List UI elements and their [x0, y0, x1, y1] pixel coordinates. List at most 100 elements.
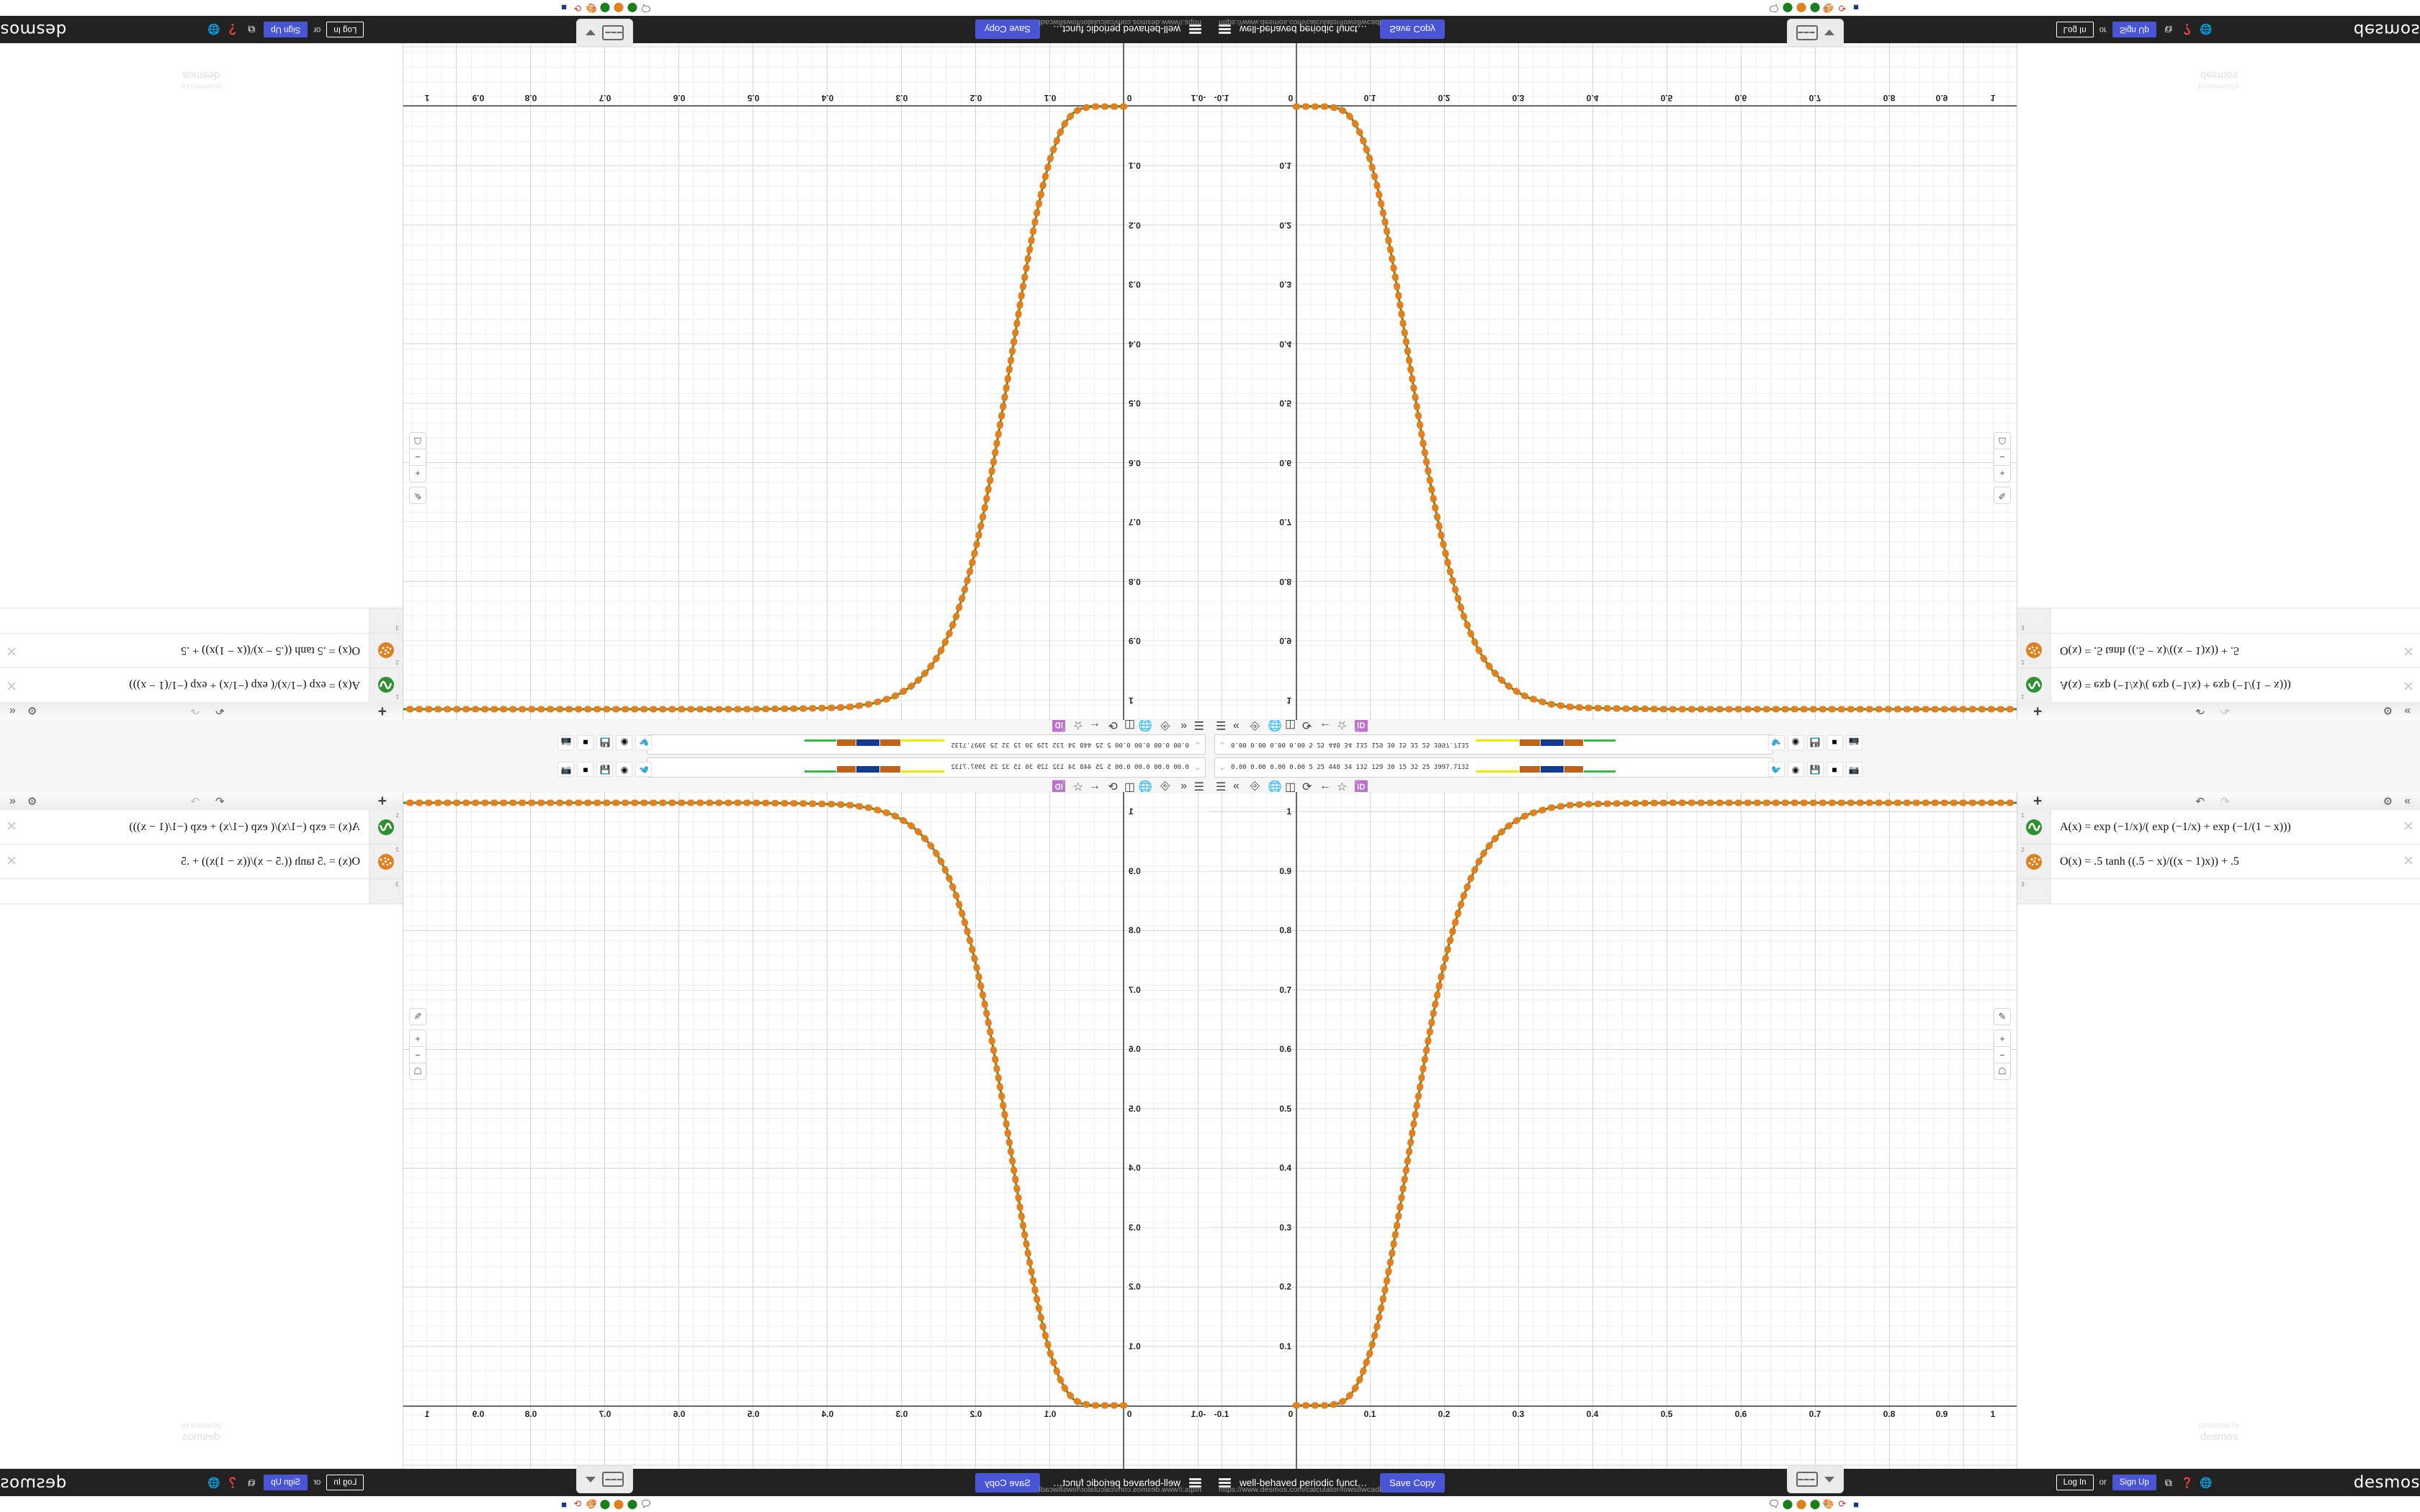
expression-row[interactable]: 2 O(x) = .5 tanh ((.5 − x)/((x − 1)x)) +…	[2017, 633, 2420, 667]
globe-icon[interactable]: ⬤	[1782, 1498, 1793, 1509]
edit-list-icon[interactable]: ✎	[409, 1008, 426, 1025]
redo-icon[interactable]: ↷	[2220, 704, 2230, 717]
lamp-icon[interactable]: ⬤	[1796, 1498, 1807, 1509]
expression-latex[interactable]: A(x) = exp (−1/x)/( exp (−1/x) + exp (−1…	[129, 679, 360, 692]
battery-icon[interactable]: ◫	[1124, 780, 1135, 793]
expression-index-cell[interactable]: 1	[2017, 810, 2051, 844]
globe-icon[interactable]: ⬤	[1809, 3, 1821, 14]
reload-icon[interactable]: ⟳	[1838, 1498, 1847, 1509]
battery-icon[interactable]: ◫	[1285, 719, 1296, 732]
bookmark-icon[interactable]: ⎆	[1250, 779, 1260, 792]
expression-index-cell[interactable]: 3	[2017, 879, 2051, 904]
redo-icon[interactable]: ↷	[2220, 795, 2230, 808]
color-icon[interactable]: 🎨	[1822, 1498, 1835, 1509]
back-arrow-icon[interactable]: ←	[1089, 779, 1101, 792]
reload-icon[interactable]: ⟳	[1108, 719, 1118, 732]
translate-icon[interactable]: 🆔	[1052, 719, 1066, 732]
speech-bubble-icon[interactable]: 🗨	[640, 3, 653, 14]
language-icon[interactable]: 🌐	[2200, 1476, 2213, 1488]
home-button[interactable]: ☖	[409, 432, 426, 449]
app-icon[interactable]: ■	[561, 2, 567, 14]
terminal-icon[interactable]: ■	[577, 762, 594, 777]
terminal-icon[interactable]: ■	[1826, 762, 1843, 777]
expression-index-cell[interactable]: 3	[2017, 608, 2051, 633]
terminal-icon[interactable]: ■	[1826, 735, 1843, 750]
screencast-icon[interactable]: 📷	[1845, 762, 1863, 777]
expression-index-cell[interactable]: 2	[2017, 845, 2051, 878]
expression-index-cell[interactable]: 1	[2017, 668, 2051, 702]
reload-icon[interactable]: ⟳	[1302, 719, 1312, 732]
chrome-icon[interactable]: ◉	[1787, 762, 1804, 777]
expression-index-cell[interactable]: 1	[369, 810, 403, 844]
translate-icon[interactable]: 🆔	[1354, 719, 1368, 732]
graph-canvas[interactable]: -0.1 0 0.1 0.2 0.3 0.4 0.5 0.6 0.7 0.8 0…	[403, 792, 1210, 1469]
expression-index-cell[interactable]: 3	[369, 608, 403, 633]
expression-index-cell[interactable]: 2	[2017, 634, 2051, 667]
globe-icon[interactable]: 🌐	[1268, 780, 1282, 793]
wave-icon[interactable]	[378, 819, 394, 835]
delete-expression-button[interactable]: ✕	[6, 643, 17, 658]
expression-input[interactable]	[0, 608, 369, 633]
collapse-left-icon[interactable]: «	[1180, 720, 1187, 733]
delete-expression-button[interactable]: ✕	[2403, 643, 2414, 658]
delete-expression-button[interactable]: ✕	[6, 819, 17, 834]
expression-input[interactable]	[2051, 879, 2420, 904]
undo-icon[interactable]: ↶	[2195, 704, 2205, 717]
globe-icon[interactable]: ⬤	[599, 3, 611, 14]
reload-icon[interactable]: ⟳	[1108, 780, 1118, 793]
speech-bubble-icon[interactable]: 🗨	[1767, 1498, 1780, 1509]
lamp-icon[interactable]: ⬤	[1796, 3, 1807, 14]
globe-icon[interactable]: 🌐	[1138, 780, 1152, 793]
expression-row[interactable]: 1 A(x) = exp (−1/x)/( exp (−1/x) + exp (…	[0, 810, 403, 845]
add-expression-button[interactable]: +	[2033, 793, 2043, 809]
help-icon[interactable]: ❓	[2181, 1476, 2194, 1488]
collapse-panel-icon[interactable]: «	[2404, 794, 2411, 807]
app-icon[interactable]: ■	[1853, 1498, 1859, 1510]
bookmark-icon[interactable]: ⎆	[1160, 779, 1170, 792]
globe-icon[interactable]: ⬤	[627, 1498, 638, 1509]
wave-icon[interactable]	[378, 677, 394, 693]
collapse-left-icon[interactable]: «	[1233, 779, 1240, 792]
expression-row[interactable]: 2 O(x) = .5 tanh ((.5 − x)/((x − 1)x)) +…	[2017, 845, 2420, 879]
expression-index-cell[interactable]: 2	[369, 634, 403, 667]
collapse-left-icon[interactable]: «	[1233, 720, 1240, 733]
bird-icon[interactable]: 🐦	[1767, 735, 1785, 750]
star-icon[interactable]: ☆	[1337, 780, 1348, 793]
expression-row-empty[interactable]: 3	[2017, 879, 2420, 904]
color-icon[interactable]: 🎨	[585, 1498, 598, 1509]
delete-expression-button[interactable]: ✕	[2403, 819, 2414, 834]
bird-icon[interactable]: 🐦	[635, 762, 653, 777]
globe-icon[interactable]: ⬤	[1809, 1498, 1821, 1509]
expression-input[interactable]	[0, 879, 369, 904]
wave-icon[interactable]	[2026, 677, 2042, 693]
expression-row-empty[interactable]: 3	[0, 608, 403, 633]
chevron-down-icon[interactable]: ⌵	[1220, 763, 1225, 772]
save-icon[interactable]: 💾	[596, 762, 614, 777]
gear-icon[interactable]: ⚙	[27, 795, 37, 808]
graph-canvas[interactable]: -0.1 0 0.1 0.2 0.3 0.4 0.5 0.6 0.7 0.8 0…	[403, 43, 1210, 720]
screencast-icon[interactable]: 📷	[557, 762, 575, 777]
chrome-icon[interactable]: ◉	[1787, 735, 1804, 750]
gear-icon[interactable]: ⚙	[27, 704, 37, 717]
chrome-icon[interactable]: ◉	[616, 762, 633, 777]
save-icon[interactable]: 💾	[1806, 762, 1824, 777]
expression-latex[interactable]: O(x) = .5 tanh ((.5 − x)/((x − 1)x)) + .…	[2060, 644, 2239, 657]
edit-list-icon[interactable]: ✎	[1994, 1008, 2011, 1025]
gear-icon[interactable]: ⚙	[2383, 795, 2393, 808]
dotted-wave-icon[interactable]	[378, 642, 394, 659]
home-button[interactable]: ☖	[409, 1063, 426, 1080]
zoom-out-button[interactable]: −	[409, 449, 426, 466]
hamburger-menu-icon[interactable]: ☰	[1193, 780, 1204, 793]
expression-row[interactable]: 1 A(x) = exp (−1/x)/( exp (−1/x) + exp (…	[0, 667, 403, 702]
save-copy-button[interactable]: Save Copy	[1380, 1472, 1445, 1493]
add-expression-button[interactable]: +	[377, 793, 387, 809]
zoom-out-button[interactable]: −	[1994, 1046, 2011, 1063]
reload-icon[interactable]: ⟳	[1838, 3, 1847, 14]
expression-row-empty[interactable]: 3	[2017, 608, 2420, 633]
bird-icon[interactable]: 🐦	[1767, 762, 1785, 777]
hamburger-menu-icon[interactable]: ☰	[1193, 719, 1204, 732]
globe-icon[interactable]: 🌐	[1138, 719, 1152, 732]
delete-expression-button[interactable]: ✕	[6, 854, 17, 869]
zoom-in-button[interactable]: +	[409, 1030, 426, 1047]
zoom-out-button[interactable]: −	[1994, 449, 2011, 466]
